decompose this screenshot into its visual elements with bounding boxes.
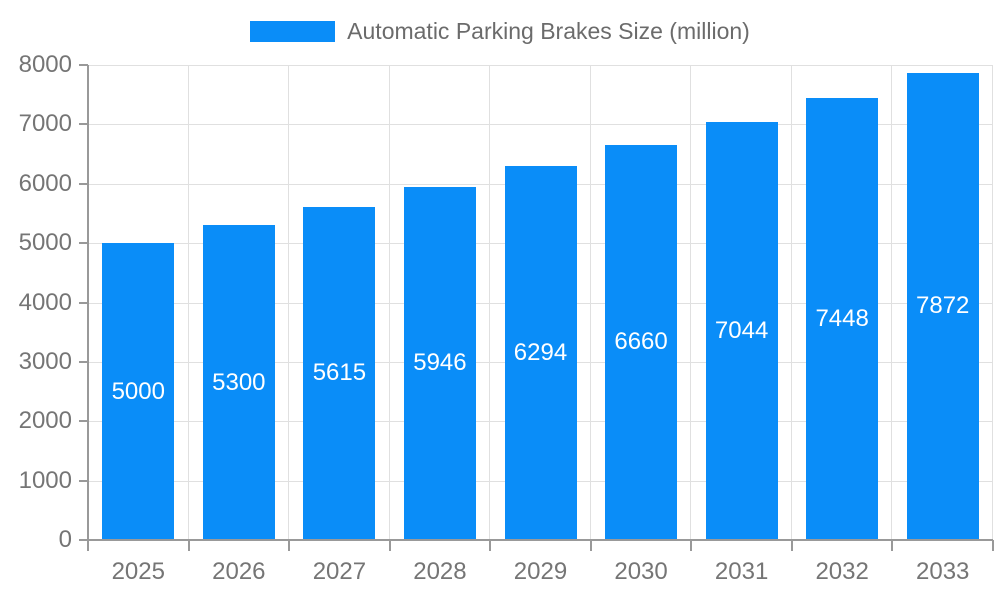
x-axis-tick — [288, 540, 291, 551]
bar-value-label: 5615 — [312, 359, 367, 387]
gridline-horizontal — [88, 65, 993, 66]
x-axis-tick-label: 2029 — [513, 558, 568, 585]
bar-value-label: 6294 — [513, 339, 568, 367]
bar-2029 — [504, 166, 577, 540]
y-axis-tick-label: 3000 — [18, 347, 72, 375]
gridline-vertical — [489, 65, 491, 540]
y-axis-tick-label: 0 — [58, 526, 72, 553]
x-axis-tick-label: 2028 — [413, 558, 467, 585]
x-axis-tick-label: 2026 — [212, 558, 266, 585]
x-axis-tick — [790, 540, 793, 551]
bar-2030 — [605, 144, 678, 540]
bar-2033 — [906, 72, 979, 540]
x-axis-tick-label: 2030 — [614, 558, 668, 585]
bar-2027 — [303, 206, 376, 540]
x-axis-tick-label: 2025 — [111, 558, 165, 585]
y-axis-tick-label: 7000 — [18, 110, 72, 138]
bar-value-label: 7872 — [916, 292, 970, 320]
bar-value-label: 5300 — [212, 368, 266, 396]
x-axis-tick — [891, 540, 894, 551]
y-axis-tick — [79, 123, 88, 126]
y-axis-tick-label: 4000 — [18, 288, 72, 316]
y-axis-tick — [79, 64, 88, 66]
bar-value-label: 5000 — [111, 377, 165, 405]
x-axis-tick-label: 2032 — [815, 558, 869, 585]
legend-label: Automatic Parking Brakes Size (million) — [347, 18, 750, 44]
y-axis-tick — [79, 301, 88, 304]
y-axis-tick — [79, 420, 88, 423]
bar-value-label: 5946 — [413, 349, 467, 377]
gridline-vertical — [589, 65, 591, 540]
x-axis-tick — [489, 540, 492, 551]
x-axis-tick-label: 2033 — [916, 558, 970, 585]
legend-swatch-icon — [250, 21, 336, 42]
gridline-vertical — [992, 65, 993, 540]
x-axis-tick-label: 2027 — [312, 558, 367, 585]
y-axis-line — [87, 65, 89, 551]
y-axis-tick-label: 8000 — [18, 51, 72, 78]
gridline-vertical — [891, 65, 893, 540]
gridline-vertical — [690, 65, 692, 540]
bar-value-label: 7044 — [714, 316, 769, 344]
bar-value-label: 7448 — [815, 304, 869, 332]
gridline-vertical — [790, 65, 792, 540]
y-axis-tick — [79, 479, 88, 482]
x-axis-tick — [992, 540, 994, 551]
y-axis-tick — [79, 242, 88, 245]
x-axis-line — [88, 539, 993, 541]
bar-2032 — [806, 97, 879, 540]
bar-2031 — [705, 121, 778, 540]
bar-2028 — [403, 186, 476, 540]
x-axis-tick-label: 2031 — [714, 558, 769, 585]
bar-value-label: 6660 — [614, 328, 668, 356]
y-axis-tick-label: 2000 — [18, 407, 72, 435]
chart-legend[interactable]: Automatic Parking Brakes Size (million) — [0, 18, 1000, 45]
y-axis-tick — [79, 539, 88, 541]
y-axis-tick — [79, 182, 88, 185]
x-axis-tick — [690, 540, 693, 551]
bar-2025 — [102, 243, 175, 540]
gridline-vertical — [187, 65, 189, 540]
y-axis-tick — [79, 360, 88, 363]
gridline-horizontal — [88, 124, 993, 126]
y-axis-tick-label: 6000 — [18, 169, 72, 197]
x-axis-tick — [388, 540, 391, 551]
bar-2026 — [202, 225, 275, 540]
y-axis-tick-label: 1000 — [18, 466, 72, 494]
x-axis-tick — [589, 540, 592, 551]
gridline-vertical — [388, 65, 390, 540]
x-axis-tick — [187, 540, 190, 551]
gridline-vertical — [288, 65, 290, 540]
y-axis-tick-label: 5000 — [18, 229, 72, 257]
